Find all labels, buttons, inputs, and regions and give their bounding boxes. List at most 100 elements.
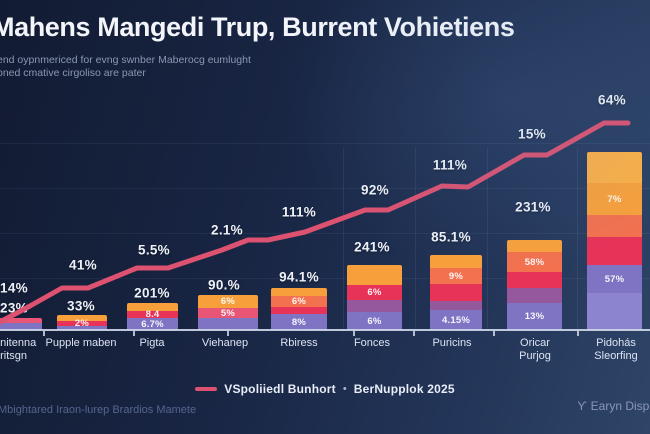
bar-segment-magenta_purple: [430, 301, 482, 310]
gridline-vertical: [487, 148, 488, 330]
gridline-vertical: [343, 148, 344, 330]
bar-viehanep: 6% 5%: [198, 295, 258, 330]
bar-puricins: 9% 4.15%: [430, 255, 482, 330]
bar-segment-orange: [271, 288, 327, 296]
trend-line-label: 64%: [598, 92, 626, 108]
trend-line-label: 111%: [432, 157, 468, 173]
legend-separator-dot: •: [342, 383, 347, 395]
bar-segment-orange: [347, 265, 402, 285]
bar-segment-orange_bright: [587, 152, 642, 183]
line-series-label: VSpoliiedl Bunhort: [224, 382, 336, 396]
x-axis-tick: [577, 331, 579, 336]
bar-pigta: 8.4 6.7%: [127, 303, 178, 330]
subtitle-line-2: oned cmative cirgoliso are pater: [0, 67, 146, 79]
gridline-horizontal: [0, 188, 650, 189]
gridline-vertical: [577, 148, 578, 330]
bar-segment-pink: 5%: [198, 308, 258, 319]
bar-segment-salmon: 6%: [271, 296, 327, 307]
bar-segment-salmon: 58%: [507, 252, 562, 272]
bar-segment-orange: 6%: [198, 295, 258, 308]
bar-segment-salmon: [587, 215, 642, 237]
bar-segment-purple_light: [587, 293, 642, 330]
category-label-line: Sleorfing: [594, 350, 638, 362]
trend-line-label: 92%: [361, 182, 389, 198]
bar-fonces: 6% 6%: [347, 265, 402, 330]
category-label-unitenna-uritsgn: unitennauritsgn: [0, 337, 36, 363]
category-label-line: unitenna: [0, 337, 37, 349]
page-title: Mahens Mangedi Trup, Burrent Vohietiens: [0, 12, 515, 42]
legend-period-label: BerNupplok 2025: [353, 382, 455, 396]
category-label-viehanep: Viehanep: [202, 337, 248, 350]
x-axis-tick: [133, 331, 135, 336]
bar-segment-purple: 6%: [347, 312, 402, 330]
category-label-line: Rbiress: [280, 337, 318, 349]
trend-line-label: 2.1%: [211, 222, 243, 238]
bar-segment-red: 8.4: [127, 309, 178, 320]
category-label-line: Pupple maben: [45, 337, 117, 349]
category-label-fonces: Fonces: [354, 337, 390, 350]
bar-total-label: 33%: [67, 298, 95, 314]
bar-pidoh-s-sleorfing: 7% 57%: [587, 152, 642, 330]
footer-source-text: Mbightared Iraon-lurep Brardios Mamete: [0, 404, 197, 416]
bar-total-label: 94.1%: [279, 269, 319, 285]
category-label-rbiress: Rbiress: [280, 337, 317, 350]
bar-total-label: 241%: [354, 239, 390, 255]
category-label-line: uritsgn: [0, 350, 28, 362]
x-axis-baseline: [0, 329, 650, 331]
bar-segment-red: [507, 272, 562, 288]
trend-line-label: 5.5%: [138, 242, 170, 258]
x-axis-tick: [493, 331, 495, 336]
category-label-pupple-maben: Pupple maben: [46, 337, 117, 350]
x-axis-tick: [353, 331, 355, 336]
bar-total-label: 201%: [134, 285, 170, 301]
category-label-line: Pigta: [139, 337, 165, 349]
trend-line-label: 15%: [518, 126, 546, 142]
category-label-pigta: Pigta: [139, 337, 164, 350]
bar-segment-orange: [430, 255, 482, 268]
category-label-line: Pidohás: [596, 337, 636, 349]
bar-total-label: 231%: [515, 199, 551, 215]
footer-brand-text: Earyn Dispor: [590, 399, 650, 413]
category-label-line: Oricar: [520, 337, 550, 349]
trend-line-label: 14%: [0, 280, 28, 296]
bar-oricar-purjog: 58% 13%: [507, 240, 562, 330]
bar-segment-magenta_purple: [507, 288, 562, 303]
bar-segment-magenta_purple: [347, 300, 402, 312]
x-axis-tick: [43, 331, 45, 336]
bar-segment-orange: [507, 240, 562, 252]
bar-rbiress: 6% 8%: [271, 288, 327, 330]
category-label-pidoh-s-sleorfing: Pidohás Sleorfing: [594, 337, 637, 363]
line-series-swatch: [195, 387, 218, 391]
brand-icon: ϒ: [577, 399, 587, 413]
category-label-oricar-purjog: Oricar Purjog: [519, 337, 551, 363]
legend: VSpoliiedl Bunhort • BerNupplok 2025: [0, 381, 650, 397]
category-label-line: Viehanep: [201, 337, 249, 349]
category-label-line: Purjog: [519, 350, 551, 362]
bar-segment-red: [430, 284, 482, 301]
bar-segment-purple: [0, 323, 42, 330]
bar-segment-salmon: 9%: [430, 268, 482, 284]
bar-segment-red: 6%: [347, 285, 402, 300]
bar-total-label: 90.%: [208, 277, 240, 293]
bar-pupple-maben: 2%: [57, 315, 107, 330]
trend-line-label: 41%: [69, 257, 97, 273]
bar-total-label: 85.1%: [431, 229, 471, 245]
category-label-line: Fonces: [353, 337, 391, 349]
bar-segment-purple: 4.15%: [430, 310, 482, 330]
gridline-horizontal: [0, 143, 650, 144]
bar-segment-purple: 13%: [507, 303, 562, 330]
category-label-line: Puricins: [432, 337, 472, 349]
bar-segment-red: [587, 237, 642, 265]
category-label-puricins: Puricins: [432, 337, 471, 350]
footer-brand: ϒ Earyn Dispor: [577, 399, 650, 413]
x-axis-tick: [413, 331, 415, 336]
bar-segment-purple: [57, 326, 107, 330]
trend-line-label: 111%: [281, 204, 317, 220]
subtitle-line-1: end oypnmericed for evng swnber Maberocg…: [0, 54, 251, 66]
bar-segment-purple: 8%: [271, 314, 327, 330]
gridline-vertical: [415, 148, 416, 330]
bar-segment-red: [271, 307, 327, 314]
